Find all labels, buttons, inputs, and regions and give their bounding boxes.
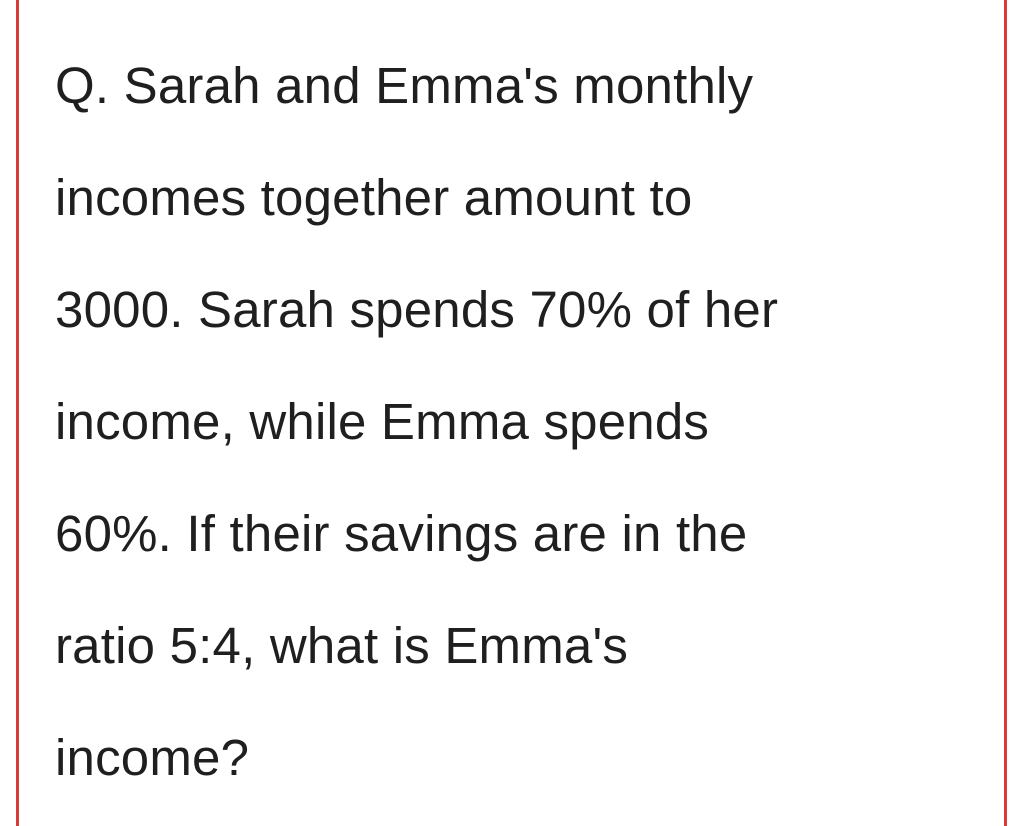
question-line: ratio 5:4, what is Emma's [55,617,628,674]
question-line: income, while Emma spends [55,393,709,450]
question-screenshot: Q. Sarah and Emma's monthly incomes toge… [0,0,1024,826]
question-line: income? [55,729,249,786]
question-line: Q. Sarah and Emma's monthly [55,57,753,114]
left-border-line [16,0,19,826]
question-line: incomes together amount to [55,169,692,226]
question-card: Q. Sarah and Emma's monthly incomes toge… [55,30,965,814]
question-line: 3000. Sarah spends 70% of her [55,281,778,338]
question-line: 60%. If their savings are in the [55,505,747,562]
right-border-line [1004,0,1007,826]
question-text: Q. Sarah and Emma's monthly incomes toge… [55,30,965,814]
